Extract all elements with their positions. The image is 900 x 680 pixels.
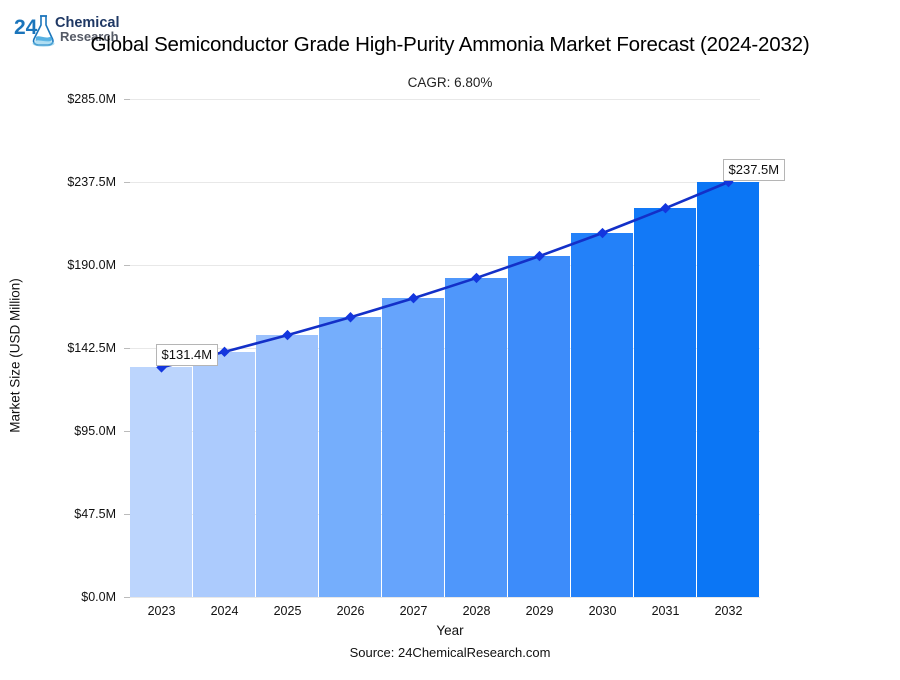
x-axis-tick-label: 2029 xyxy=(525,604,554,618)
y-axis-tick-label: $0.0M xyxy=(81,590,116,604)
logo-line1: Chemical xyxy=(55,15,119,31)
y-axis-tick-label: $142.5M xyxy=(67,341,116,355)
y-axis-tick-mark xyxy=(124,265,130,266)
x-axis-tick-label: 2027 xyxy=(399,604,428,618)
data-point-marker[interactable] xyxy=(660,203,671,214)
data-point-marker[interactable] xyxy=(282,329,293,341)
value-callout: $131.4M xyxy=(155,344,219,367)
chart-subtitle-cagr: CAGR: 6.80% xyxy=(407,75,493,90)
logo-svg: 24 Chemical Research xyxy=(14,15,119,47)
logo-line2: Research xyxy=(60,29,119,44)
gridline xyxy=(130,265,760,266)
x-axis-tick-label: 2028 xyxy=(462,604,491,618)
x-axis-tick-label: 2031 xyxy=(651,604,680,618)
bar[interactable] xyxy=(634,208,697,597)
x-axis-tick-label: 2023 xyxy=(147,604,176,618)
data-point-marker[interactable] xyxy=(408,293,419,304)
y-axis-tick-mark xyxy=(124,182,130,183)
trend-line-series xyxy=(156,176,734,373)
logo-number: 24 xyxy=(14,16,38,39)
y-axis-title: Market Size (USD Million) xyxy=(7,278,23,433)
bar[interactable] xyxy=(445,277,508,597)
y-axis-tick-label: $95.0M xyxy=(74,424,116,438)
value-callout: $237.5M xyxy=(722,159,786,181)
x-axis-tick-label: 2026 xyxy=(336,604,365,618)
x-axis-title: Year xyxy=(436,623,464,638)
data-point-marker[interactable] xyxy=(345,312,356,323)
trend-line xyxy=(161,180,729,369)
data-point-marker[interactable] xyxy=(471,272,482,284)
y-axis-tick-label: $285.0M xyxy=(67,92,116,106)
bar[interactable] xyxy=(256,335,319,597)
plot-area xyxy=(130,99,760,598)
gridline xyxy=(130,597,760,598)
y-axis-tick-label: $237.5M xyxy=(67,175,116,189)
y-axis-tick-mark xyxy=(124,514,130,515)
y-axis-tick-label: $190.0M xyxy=(67,258,116,272)
data-point-marker[interactable] xyxy=(597,227,608,239)
x-axis-tick-label: 2030 xyxy=(588,604,617,618)
chart-title: Global Semiconductor Grade High-Purity A… xyxy=(90,33,810,56)
y-axis-tick-mark xyxy=(124,99,130,100)
bar[interactable] xyxy=(319,317,382,597)
x-axis-tick-label: 2025 xyxy=(273,604,302,618)
bar[interactable] xyxy=(571,233,634,597)
bar[interactable] xyxy=(193,351,256,597)
y-axis-tick-mark xyxy=(124,348,130,349)
bar[interactable] xyxy=(130,367,193,597)
data-point-marker[interactable] xyxy=(534,250,545,262)
x-axis-tick-label: 2032 xyxy=(714,604,743,618)
gridline xyxy=(130,182,760,183)
x-axis-tick-label: 2024 xyxy=(210,604,239,618)
bar[interactable] xyxy=(697,182,760,597)
data-point-marker[interactable] xyxy=(219,346,230,358)
y-axis-tick-mark xyxy=(124,431,130,432)
bar[interactable] xyxy=(382,298,445,597)
y-axis-tick-mark xyxy=(124,597,130,598)
bar[interactable] xyxy=(508,256,571,597)
gridline xyxy=(130,99,760,100)
source-note: Source: 24ChemicalResearch.com xyxy=(349,645,551,660)
flask-icon xyxy=(32,15,55,47)
y-axis-tick-label: $47.5M xyxy=(74,507,116,521)
company-logo: 24 Chemical Research xyxy=(14,10,124,50)
